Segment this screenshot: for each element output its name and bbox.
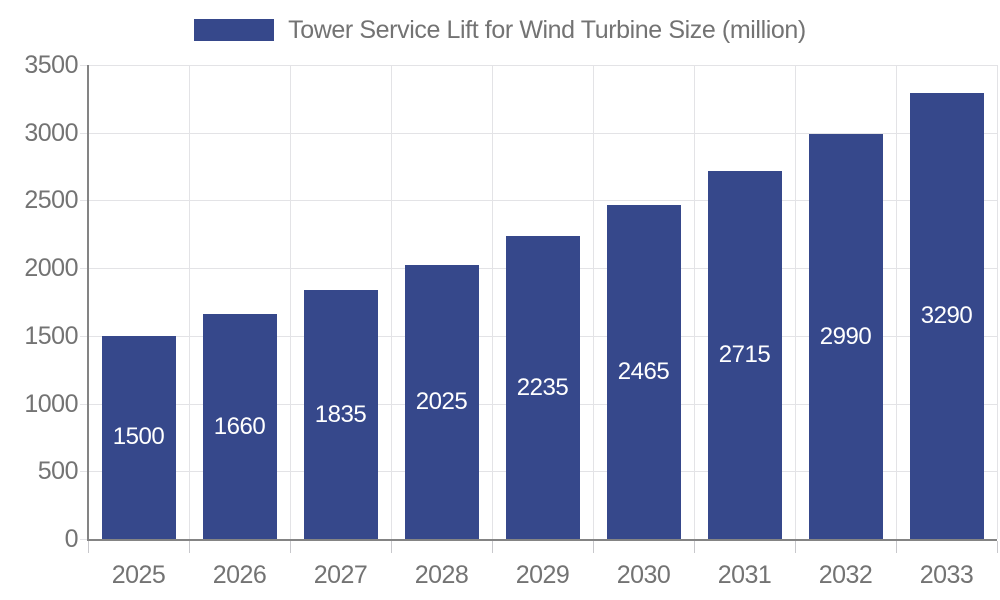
x-tick-label: 2031: [717, 561, 772, 589]
gridline-h: [80, 132, 997, 134]
bar[interactable]: [909, 93, 984, 539]
x-tick: [391, 541, 392, 553]
y-tick-label: 1000: [24, 389, 78, 418]
x-tick-label: 2028: [414, 561, 469, 589]
bar[interactable]: [505, 236, 580, 539]
bar-value-label: 1500: [112, 423, 165, 451]
bar-value-label: 2235: [516, 373, 569, 401]
gridline-v: [391, 65, 392, 539]
gridline-h: [80, 200, 997, 202]
bar[interactable]: [202, 314, 277, 539]
y-tick-label: 1500: [24, 321, 78, 350]
x-tick: [694, 541, 695, 553]
x-axis-line: [87, 539, 997, 541]
gridline-v: [290, 65, 291, 539]
bar-value-label: 1835: [314, 400, 367, 428]
gridline-v: [189, 65, 190, 539]
bar[interactable]: [101, 335, 176, 539]
gridline-v: [593, 65, 594, 539]
x-tick: [189, 541, 190, 553]
x-tick: [997, 541, 998, 553]
x-tick-label: 2033: [919, 561, 974, 589]
y-tick-label: 2000: [24, 254, 78, 283]
legend-swatch: [194, 19, 275, 41]
x-tick-label: 2032: [818, 561, 873, 589]
gridline-v: [795, 65, 796, 539]
y-tick-label: 3000: [24, 118, 78, 147]
x-tick: [88, 541, 89, 553]
y-tick-label: 2500: [24, 186, 78, 215]
x-tick-label: 2027: [313, 561, 368, 589]
y-tick-label: 3500: [24, 51, 78, 79]
x-tick-label: 2030: [616, 561, 671, 589]
legend-label: Tower Service Lift for Wind Turbine Size…: [288, 15, 806, 44]
y-tick-label: 0: [64, 525, 79, 553]
bar[interactable]: [707, 171, 782, 539]
gridline-v: [896, 65, 897, 539]
x-tick-label: 2026: [212, 561, 267, 589]
x-tick: [795, 541, 796, 553]
bar-value-label: 2715: [718, 341, 771, 369]
gridline-v: [997, 65, 998, 539]
x-tick: [896, 541, 897, 553]
bar-value-label: 2465: [617, 358, 670, 386]
bar[interactable]: [606, 205, 681, 539]
bar[interactable]: [404, 264, 479, 539]
bar-value-label: 3290: [920, 302, 973, 330]
bar-value-label: 1660: [213, 412, 266, 440]
x-tick-label: 2025: [111, 561, 166, 589]
bar-value-label: 2990: [819, 322, 872, 350]
x-tick-label: 2029: [515, 561, 570, 589]
bar[interactable]: [303, 290, 378, 539]
legend-item[interactable]: Tower Service Lift for Wind Turbine Size…: [0, 16, 1000, 44]
gridline-v: [694, 65, 695, 539]
x-tick: [492, 541, 493, 553]
gridline-h: [80, 65, 997, 66]
y-tick-label: 500: [37, 457, 79, 486]
gridline-v: [492, 65, 493, 539]
x-tick: [593, 541, 594, 553]
y-axis-line: [87, 65, 89, 541]
bar-value-label: 2025: [415, 387, 468, 415]
bar[interactable]: [808, 134, 883, 539]
x-tick: [290, 541, 291, 553]
